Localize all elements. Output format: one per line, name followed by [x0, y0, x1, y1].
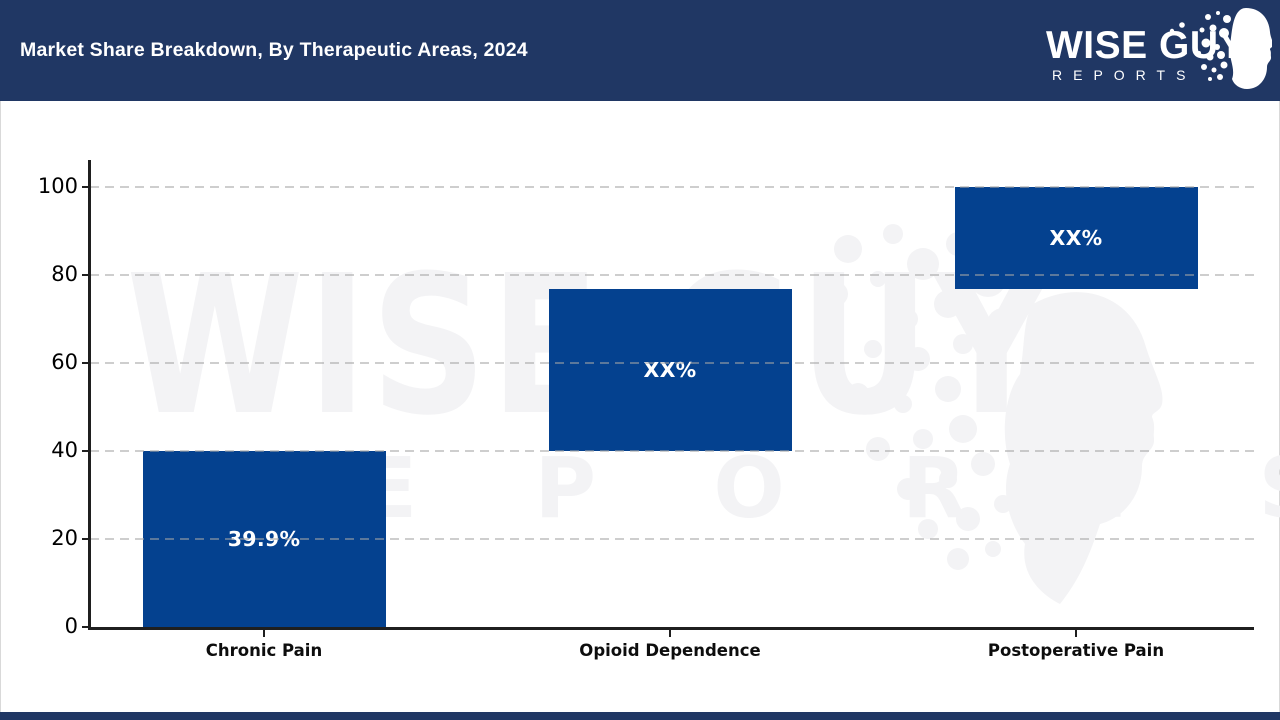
x-axis-line — [88, 627, 1254, 630]
waterfall-chart: WISE GUY R E P O R T S 39.9% XX% XX% 0 20 40 6… — [0, 101, 1280, 712]
bar-value-label: XX% — [1049, 226, 1103, 251]
page-title: Market Share Breakdown, By Therapeutic A… — [20, 39, 528, 61]
y-tick-mark — [82, 626, 90, 628]
y-tick-mark — [82, 538, 90, 540]
y-tick-mark — [82, 450, 90, 452]
y-tick-label: 60 — [51, 350, 78, 374]
y-axis-line — [88, 160, 91, 629]
x-category-label: Chronic Pain — [205, 641, 323, 660]
gridline — [90, 186, 1254, 188]
y-tick-mark — [82, 362, 90, 364]
logo-graphic: WISE GUY REPORTS — [1046, 8, 1274, 89]
x-tick-mark — [669, 629, 671, 637]
logo-dots — [1169, 11, 1231, 81]
gridline — [90, 538, 1254, 540]
wise-guy-reports-logo: WISE GUY REPORTS — [1012, 5, 1274, 97]
y-tick-mark — [82, 274, 90, 276]
y-tick-label: 100 — [37, 174, 78, 198]
y-tick-label: 20 — [51, 526, 78, 550]
footer-bar — [0, 712, 1280, 720]
x-tick-mark — [263, 629, 265, 637]
x-tick-mark — [1075, 629, 1077, 637]
header-bar: Market Share Breakdown, By Therapeutic A… — [0, 0, 1280, 101]
logo-face-icon — [1229, 8, 1274, 89]
gridline — [90, 362, 1254, 364]
x-category-label: Postoperative Pain — [987, 641, 1165, 660]
y-tick-label: 0 — [64, 614, 78, 638]
gridline — [90, 274, 1254, 276]
y-tick-mark — [82, 186, 90, 188]
y-tick-label: 80 — [51, 262, 78, 286]
gridline — [90, 450, 1254, 452]
logo-subtext: REPORTS — [1052, 67, 1196, 83]
bar-opioid-dependence: XX% — [548, 289, 792, 451]
x-category-label: Opioid Dependence — [579, 641, 761, 660]
y-tick-label: 40 — [51, 438, 78, 462]
